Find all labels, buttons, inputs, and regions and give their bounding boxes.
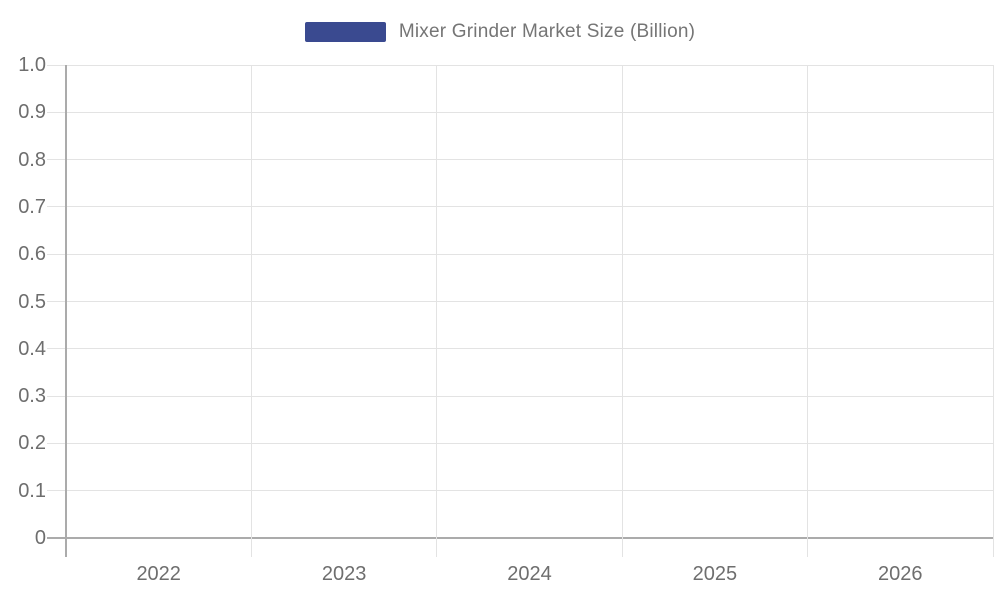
y-gridline xyxy=(47,395,993,397)
y-gridline xyxy=(47,159,993,161)
y-tick-label: 0 xyxy=(34,527,46,549)
x-gridline xyxy=(436,65,438,557)
y-gridline xyxy=(47,490,993,492)
x-tick-label: 2026 xyxy=(878,563,923,585)
y-tick-label: 0.2 xyxy=(18,432,46,455)
y-tick-label: 0.1 xyxy=(18,479,46,502)
x-tick-label: 2024 xyxy=(507,563,552,585)
x-tick-label: 2023 xyxy=(321,563,367,585)
y-tick-label: 0.9 xyxy=(18,101,46,124)
legend-swatch-icon xyxy=(304,22,386,42)
y-gridline xyxy=(47,111,993,113)
y-tick-label: 0.6 xyxy=(18,243,46,266)
y-gridline xyxy=(47,253,993,255)
y-gridline xyxy=(47,442,993,444)
x-gridline xyxy=(250,65,252,557)
y-tick-label: 0.8 xyxy=(18,148,46,171)
x-gridline xyxy=(807,65,809,557)
x-axis-line xyxy=(47,537,993,539)
x-gridline xyxy=(992,65,994,557)
legend[interactable]: Mixer Grinder Market Size (Billion) xyxy=(0,18,1000,46)
y-tick-label: 0.7 xyxy=(18,195,46,218)
legend-label: Mixer Grinder Market Size (Billion) xyxy=(398,21,696,42)
x-tick-label: 2022 xyxy=(136,563,181,585)
y-axis-line xyxy=(64,65,67,557)
y-gridline xyxy=(47,64,993,66)
y-gridline xyxy=(47,348,993,350)
y-gridline xyxy=(47,301,993,302)
y-gridline xyxy=(47,206,993,208)
x-tick-label: 2025 xyxy=(692,563,738,585)
y-tick-label: 0.4 xyxy=(18,337,46,360)
y-tick-label: 0.3 xyxy=(18,385,46,408)
x-gridline xyxy=(621,65,623,557)
y-tick-label: 0.5 xyxy=(18,290,46,313)
y-tick-label: 1.0 xyxy=(18,54,46,76)
plot-area xyxy=(47,64,994,557)
